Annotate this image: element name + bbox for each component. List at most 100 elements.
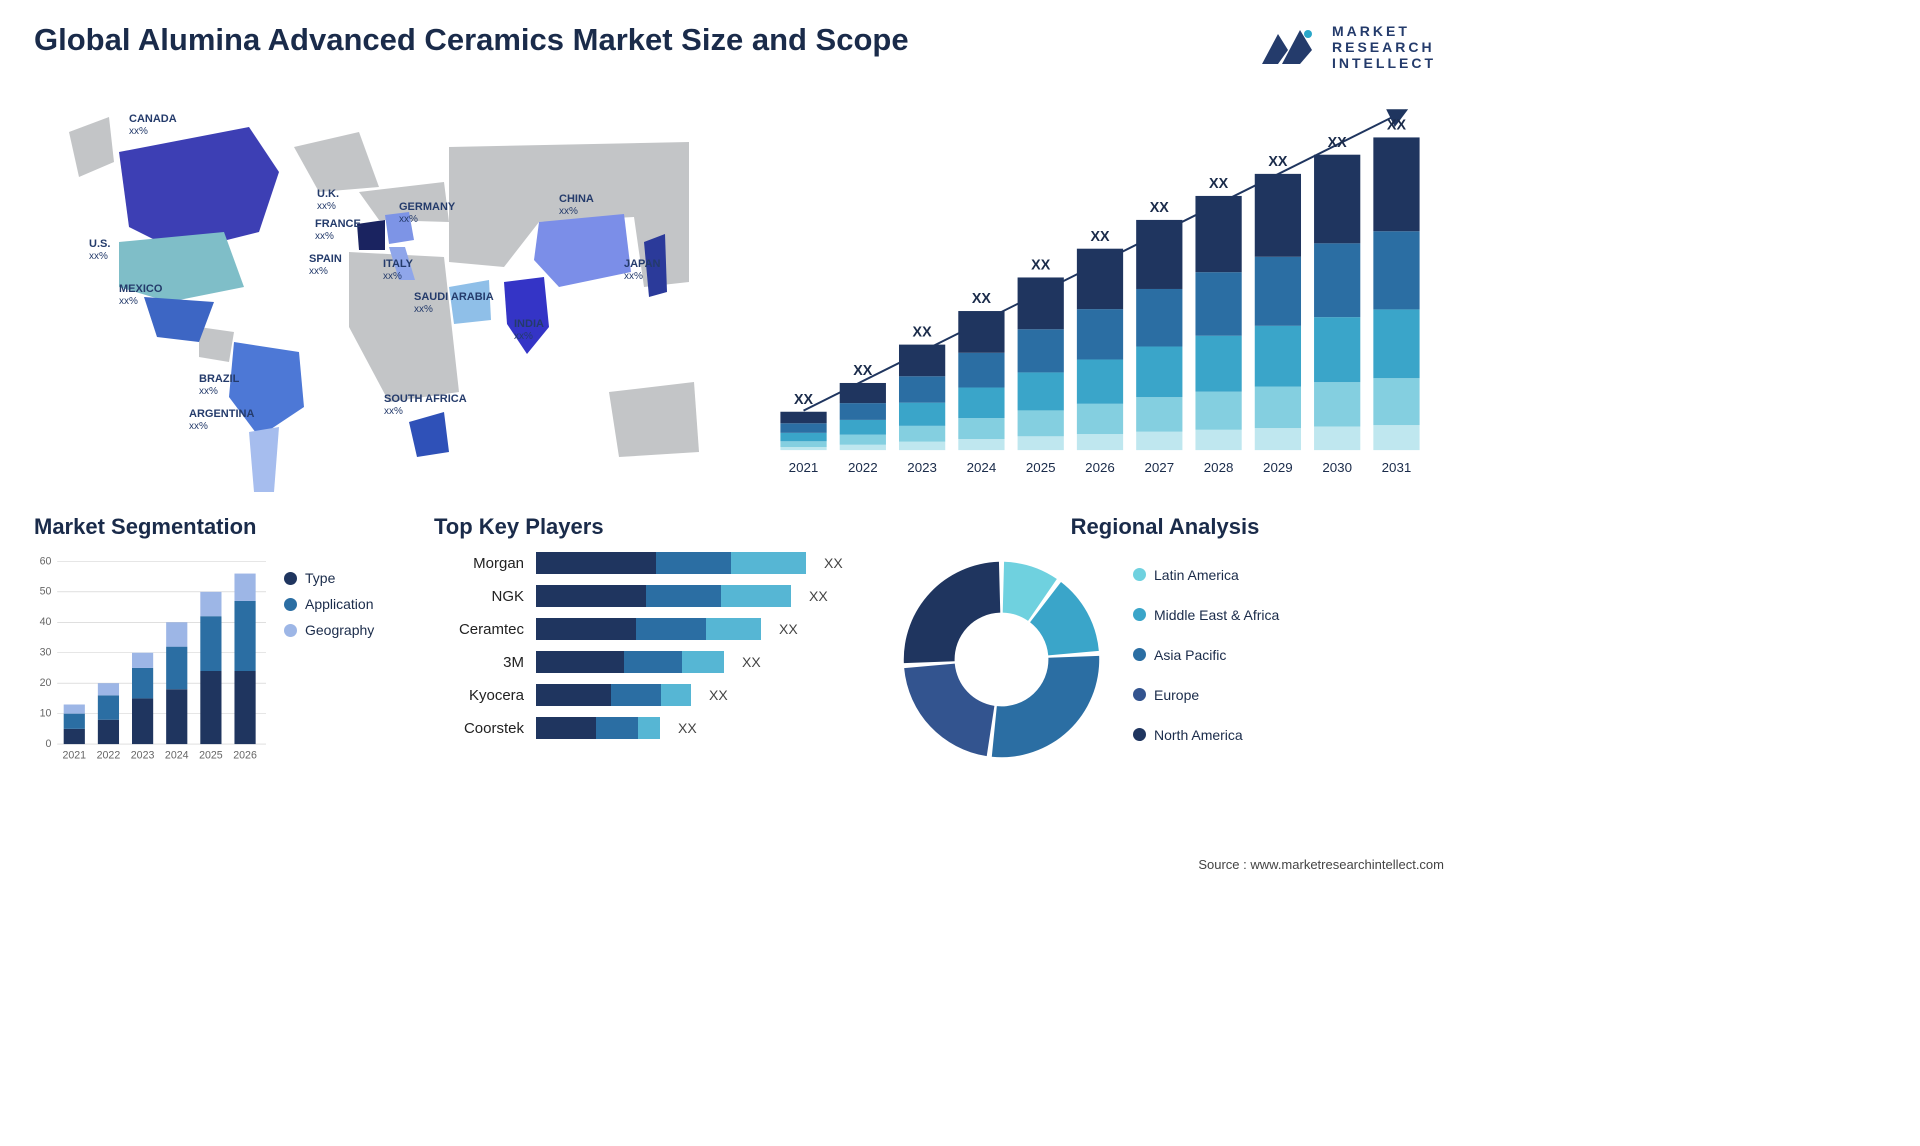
- bar-year-label: 2024: [967, 460, 997, 475]
- seg-year-label: 2021: [62, 750, 86, 762]
- key-player-label: NGK: [434, 588, 524, 605]
- key-player-bar-segment: [661, 684, 691, 706]
- donut-slice: [904, 562, 1000, 663]
- bar-segment: [1195, 392, 1241, 430]
- bar-year-label: 2026: [1085, 460, 1115, 475]
- bar-segment: [1373, 309, 1419, 378]
- map-region-sa-arg: [249, 427, 279, 492]
- map-label-value: xx%: [129, 126, 148, 137]
- bar-segment: [1077, 249, 1123, 309]
- bar-value-label: XX: [1387, 118, 1407, 134]
- bar-segment: [1195, 272, 1241, 336]
- map-label-value: xx%: [317, 201, 336, 212]
- key-players-chart: MorganXXNGKXXCeramtecXX3MXXKyoceraXXCoor…: [434, 552, 864, 739]
- seg-bar-segment: [166, 689, 187, 744]
- bar-segment: [1018, 277, 1064, 329]
- legend-item: Latin America: [1133, 567, 1279, 583]
- key-player-bar-segment: [536, 717, 596, 739]
- key-player-value: XX: [742, 654, 761, 670]
- legend-item: Middle East & Africa: [1133, 607, 1279, 623]
- donut-slice: [904, 664, 994, 756]
- bar-value-label: XX: [1031, 258, 1051, 274]
- bar-segment: [840, 435, 886, 445]
- seg-bar-segment: [132, 668, 153, 698]
- seg-bar-segment: [98, 695, 119, 719]
- key-player-row: KyoceraXX: [434, 684, 864, 706]
- key-player-row: NGKXX: [434, 585, 864, 607]
- map-label-value: xx%: [624, 271, 643, 282]
- bar-segment: [958, 418, 1004, 439]
- bar-value-label: XX: [1268, 154, 1288, 170]
- seg-year-label: 2025: [199, 750, 223, 762]
- key-players-title: Top Key Players: [434, 514, 864, 540]
- bar-segment: [1255, 174, 1301, 257]
- bar-segment: [1314, 382, 1360, 426]
- key-player-bar-segment: [536, 585, 646, 607]
- bar-year-label: 2028: [1204, 460, 1234, 475]
- seg-bar-segment: [234, 601, 255, 671]
- svg-text:40: 40: [40, 616, 52, 628]
- map-label: U.K.: [317, 188, 339, 200]
- key-player-bar-segment: [636, 618, 706, 640]
- key-player-row: CoorstekXX: [434, 717, 864, 739]
- map-label-value: xx%: [119, 296, 138, 307]
- key-player-label: Kyocera: [434, 687, 524, 704]
- legend-dot-icon: [284, 572, 297, 585]
- bar-segment: [840, 420, 886, 435]
- bar-value-label: XX: [853, 363, 873, 379]
- key-player-label: Morgan: [434, 555, 524, 572]
- map-region-as-china: [534, 214, 631, 287]
- map-label: INDIA: [514, 318, 544, 330]
- svg-text:60: 60: [40, 555, 52, 567]
- logo-mark-icon: [1258, 20, 1322, 74]
- map-label-value: xx%: [199, 386, 218, 397]
- bar-segment: [958, 388, 1004, 419]
- logo-line1: MARKET: [1332, 23, 1436, 39]
- legend-dot-icon: [284, 598, 297, 611]
- legend-label: North America: [1154, 727, 1243, 743]
- forecast-bar-chart: XX2021XX2022XX2023XX2024XX2025XX2026XX20…: [764, 92, 1436, 492]
- legend-label: Asia Pacific: [1154, 647, 1226, 663]
- bar-segment: [899, 345, 945, 377]
- key-player-bar: [536, 684, 691, 706]
- legend-label: Latin America: [1154, 567, 1239, 583]
- key-player-bar-segment: [536, 618, 636, 640]
- map-label-value: xx%: [514, 331, 533, 342]
- bar-year-label: 2030: [1322, 460, 1352, 475]
- bar-segment: [1077, 434, 1123, 450]
- bar-segment: [1018, 410, 1064, 436]
- bar-segment: [1077, 309, 1123, 359]
- legend-item: Type: [284, 570, 404, 586]
- map-label-value: xx%: [383, 271, 402, 282]
- bar-segment: [780, 423, 826, 433]
- legend-label: Type: [305, 570, 335, 586]
- key-player-label: Coorstek: [434, 720, 524, 737]
- regional-legend: Latin America Middle East & Africa Asia Pa…: [1133, 567, 1279, 753]
- bar-value-label: XX: [1209, 176, 1229, 192]
- bar-year-label: 2027: [1144, 460, 1174, 475]
- bar-segment: [1314, 243, 1360, 317]
- bar-segment: [1195, 336, 1241, 392]
- bar-value-label: XX: [1090, 229, 1110, 245]
- legend-item: Europe: [1133, 687, 1279, 703]
- key-player-bar-segment: [638, 717, 660, 739]
- seg-year-label: 2026: [233, 750, 257, 762]
- bar-segment: [1136, 347, 1182, 398]
- bar-segment: [1195, 196, 1241, 272]
- map-label: BRAZIL: [199, 373, 240, 385]
- bar-segment: [1373, 231, 1419, 309]
- legend-dot-icon: [1133, 728, 1146, 741]
- map-label-value: xx%: [309, 266, 328, 277]
- map-label: CHINA: [559, 193, 594, 205]
- bar-segment: [780, 433, 826, 441]
- bar-segment: [1136, 289, 1182, 347]
- world-map-panel: CANADAxx%U.S.xx%MEXICOxx%BRAZILxx%ARGENT…: [34, 92, 734, 492]
- bar-segment: [840, 403, 886, 420]
- bar-segment: [780, 447, 826, 450]
- map-label-value: xx%: [384, 406, 403, 417]
- key-player-bar: [536, 585, 791, 607]
- bar-segment: [958, 439, 1004, 450]
- bar-segment: [840, 445, 886, 450]
- map-label-value: xx%: [89, 251, 108, 262]
- bar-segment: [1373, 137, 1419, 231]
